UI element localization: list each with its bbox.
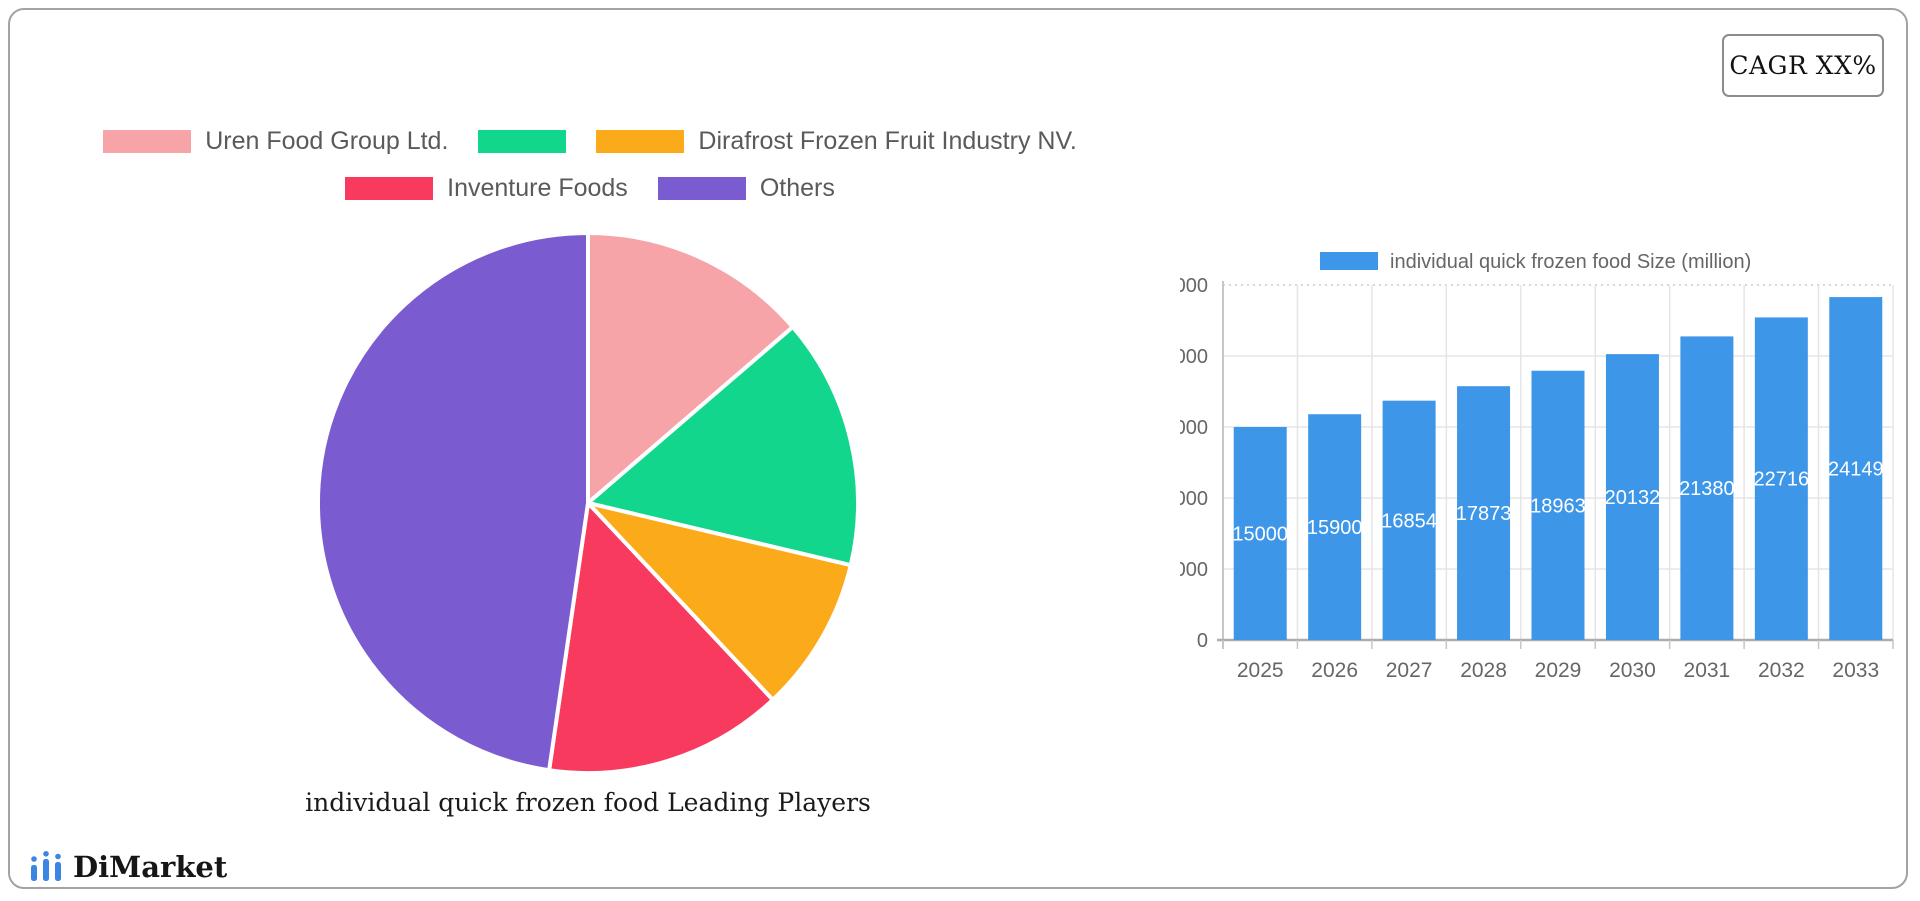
legend-item-label: Inventure Foods bbox=[447, 173, 628, 202]
bar-legend-label: individual quick frozen food Size (milli… bbox=[1390, 251, 1751, 273]
pie-slice bbox=[586, 231, 795, 505]
bar bbox=[1457, 386, 1511, 640]
pie-chart bbox=[316, 231, 860, 775]
pie-slice bbox=[547, 501, 775, 775]
bar-value-label: 16854 bbox=[1381, 510, 1437, 532]
bar-value-label: 22716 bbox=[1754, 469, 1810, 491]
bar bbox=[1605, 354, 1659, 640]
legend-item: Uren Food Group Ltd. bbox=[103, 127, 448, 156]
pie-legend-row-2: Inventure Foods Others bbox=[50, 173, 1130, 203]
legend-swatch bbox=[596, 129, 685, 153]
legend-item: Others bbox=[657, 173, 835, 203]
y-tick-label: 10000 bbox=[1180, 488, 1208, 510]
bar bbox=[1680, 336, 1734, 640]
x-tick-label: 2027 bbox=[1386, 659, 1433, 682]
legend-item-label: Dirafrost Frozen Fruit Industry NV. bbox=[698, 126, 1077, 155]
legend-swatch bbox=[345, 176, 434, 200]
x-tick-label: 2028 bbox=[1460, 659, 1507, 682]
bar-value-label: 15900 bbox=[1307, 517, 1363, 539]
x-tick-label: 2029 bbox=[1535, 659, 1582, 682]
cagr-badge: CAGR XX% bbox=[1722, 34, 1884, 97]
bar bbox=[1382, 400, 1436, 640]
pie-legend-row-1: Uren Food Group Ltd. Dirafrost Frozen Fru… bbox=[50, 126, 1130, 156]
bar-value-label: 24149 bbox=[1828, 459, 1884, 481]
legend-item bbox=[478, 129, 567, 153]
logo-bars-icon bbox=[31, 851, 61, 881]
bar-value-label: 17873 bbox=[1456, 503, 1512, 525]
bar-value-label: 18963 bbox=[1530, 495, 1586, 517]
x-tick-label: 2033 bbox=[1832, 659, 1879, 682]
y-tick-label: 0 bbox=[1197, 630, 1208, 652]
bar bbox=[1531, 370, 1585, 640]
pie-slice bbox=[586, 501, 853, 702]
bar-value-label: 20132 bbox=[1605, 487, 1661, 509]
legend-item: Dirafrost Frozen Fruit Industry NV. bbox=[596, 126, 1077, 156]
bar bbox=[1829, 297, 1883, 640]
bar bbox=[1754, 317, 1808, 640]
x-tick-label: 2025 bbox=[1237, 659, 1284, 682]
bar-value-label: 15000 bbox=[1232, 524, 1288, 546]
y-tick-label: 25000 bbox=[1180, 275, 1208, 297]
legend-swatch bbox=[103, 129, 192, 153]
x-tick-label: 2031 bbox=[1684, 659, 1731, 682]
cagr-label: CAGR XX% bbox=[1729, 51, 1877, 80]
x-tick-label: 2032 bbox=[1758, 659, 1805, 682]
bar-legend-swatch bbox=[1320, 252, 1378, 270]
legend-item-label: Uren Food Group Ltd. bbox=[205, 126, 449, 155]
y-tick-label: 20000 bbox=[1180, 346, 1208, 368]
logo-wordmark: DiMarket bbox=[73, 850, 228, 884]
x-tick-label: 2030 bbox=[1609, 659, 1656, 682]
bar bbox=[1308, 414, 1362, 640]
pie-slice bbox=[586, 325, 860, 568]
dimarket-logo: DiMarket bbox=[30, 850, 227, 884]
y-tick-label: 15000 bbox=[1180, 417, 1208, 439]
bar-value-label: 21380 bbox=[1679, 478, 1735, 500]
legend-swatch bbox=[657, 176, 746, 200]
legend-item-label: Others bbox=[759, 173, 835, 202]
pie-chart-title: individual quick frozen food Leading Pla… bbox=[305, 788, 871, 817]
x-tick-label: 2026 bbox=[1311, 659, 1358, 682]
bar-chart: 0 5000 10000 15000 20000 25000 15000 2025 15900 2… bbox=[1180, 251, 1894, 682]
pie-slice bbox=[316, 231, 590, 773]
bar bbox=[1233, 427, 1287, 640]
pie-legend: Uren Food Group Ltd. Dirafrost Frozen Fru… bbox=[50, 126, 1130, 203]
legend-swatch bbox=[478, 129, 567, 153]
y-tick-label: 5000 bbox=[1180, 559, 1208, 581]
legend-item: Inventure Foods bbox=[345, 174, 628, 203]
